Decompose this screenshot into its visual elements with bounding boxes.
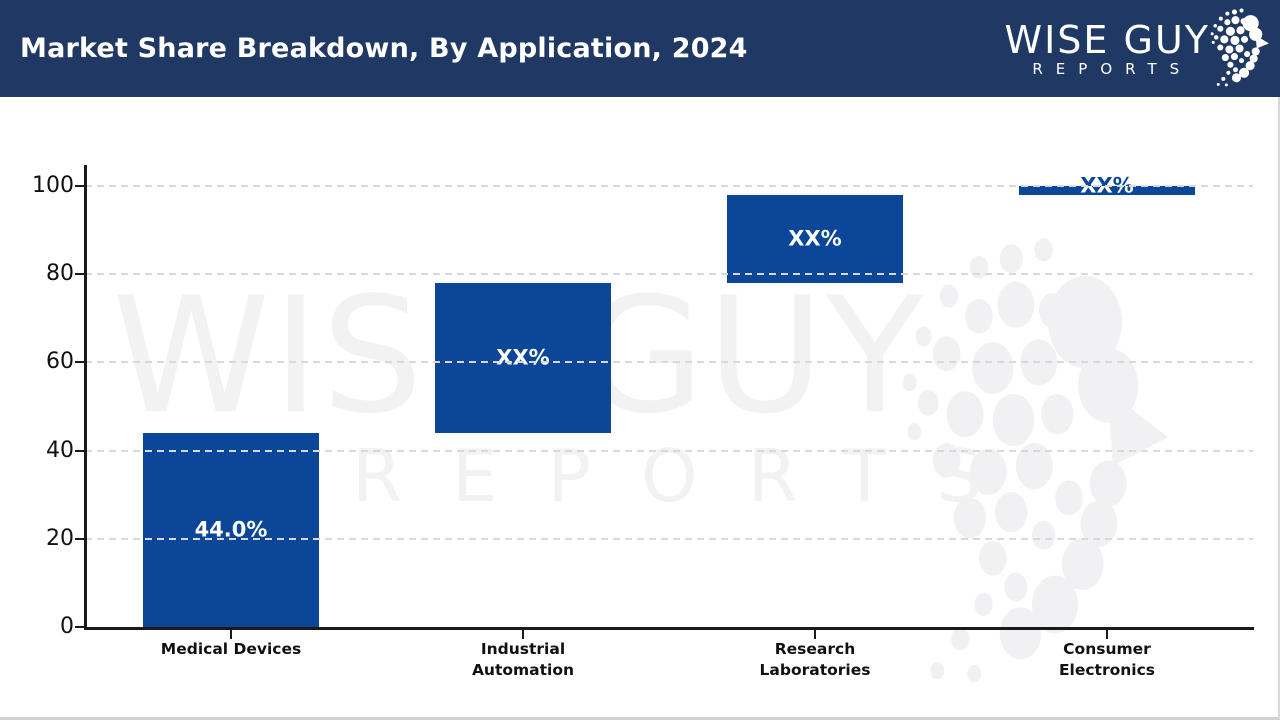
- y-tick-label-0: 0: [60, 614, 74, 639]
- y-tick-mark-40: [75, 449, 84, 452]
- y-tick-label-100: 100: [32, 173, 74, 198]
- y-tick-label-80: 80: [46, 261, 74, 287]
- y-tick-label-60: 60: [46, 349, 74, 375]
- category-label-consumer-electronics: Consumer Electronics: [1058, 640, 1156, 679]
- x-tick-mark-consumer-electronics: [1106, 630, 1108, 639]
- logo-brand-name: WISE GUY: [1004, 17, 1210, 62]
- y-axis-line: [84, 165, 87, 630]
- bar-value-label-medical-devices: 44.0%: [194, 517, 268, 542]
- category-label-research-laboratories: Research Laboratories: [759, 640, 871, 679]
- gridline-80: [85, 273, 1253, 276]
- y-tick-mark-100: [75, 185, 84, 187]
- x-axis-line: [84, 627, 1254, 630]
- x-tick-mark-medical-devices: [230, 630, 232, 639]
- gridline-100: [85, 185, 1253, 187]
- x-tick-mark-research-laboratories: [814, 630, 816, 639]
- bar-research-laboratories: XX%: [727, 194, 903, 283]
- y-tick-mark-60: [75, 361, 84, 364]
- header: Market Share Breakdown, By Application, …: [0, 0, 1280, 97]
- watermark-text-bottom: REPORTS: [352, 434, 1033, 518]
- y-tick-label-40: 40: [46, 437, 74, 463]
- wiseguy-face-icon: [1210, 8, 1269, 86]
- y-tick-mark-80: [75, 273, 84, 276]
- y-tick-label-20: 20: [46, 525, 74, 551]
- wiseguy-logo-text: WISE GUY REPORTS: [1005, 21, 1210, 77]
- bar-consumer-electronics: XX%: [1019, 186, 1195, 195]
- bar-value-label-research-laboratories: XX%: [788, 226, 842, 251]
- bar-value-label-consumer-electronics: XX%: [1019, 186, 1195, 195]
- category-label-medical-devices: Medical Devices: [160, 640, 302, 658]
- logo-brand-subtitle: REPORTS: [1032, 59, 1193, 78]
- gridline-40: [85, 449, 1253, 452]
- bar-value-label-industrial-automation: XX%: [496, 345, 550, 370]
- bar-industrial-automation: XX%: [435, 283, 611, 433]
- category-label-industrial-automation: Industrial Automation: [471, 640, 575, 679]
- bar-medical-devices: 44.0%: [143, 432, 319, 627]
- x-tick-mark-industrial-automation: [522, 630, 524, 639]
- gridline-60: [85, 361, 1253, 364]
- y-tick-mark-20: [75, 537, 84, 540]
- wiseguy-logo: WISE GUY REPORTS: [1005, 6, 1272, 92]
- gridline-20: [85, 537, 1253, 540]
- page-title: Market Share Breakdown, By Application, …: [20, 33, 748, 64]
- y-tick-mark-0: [75, 626, 84, 628]
